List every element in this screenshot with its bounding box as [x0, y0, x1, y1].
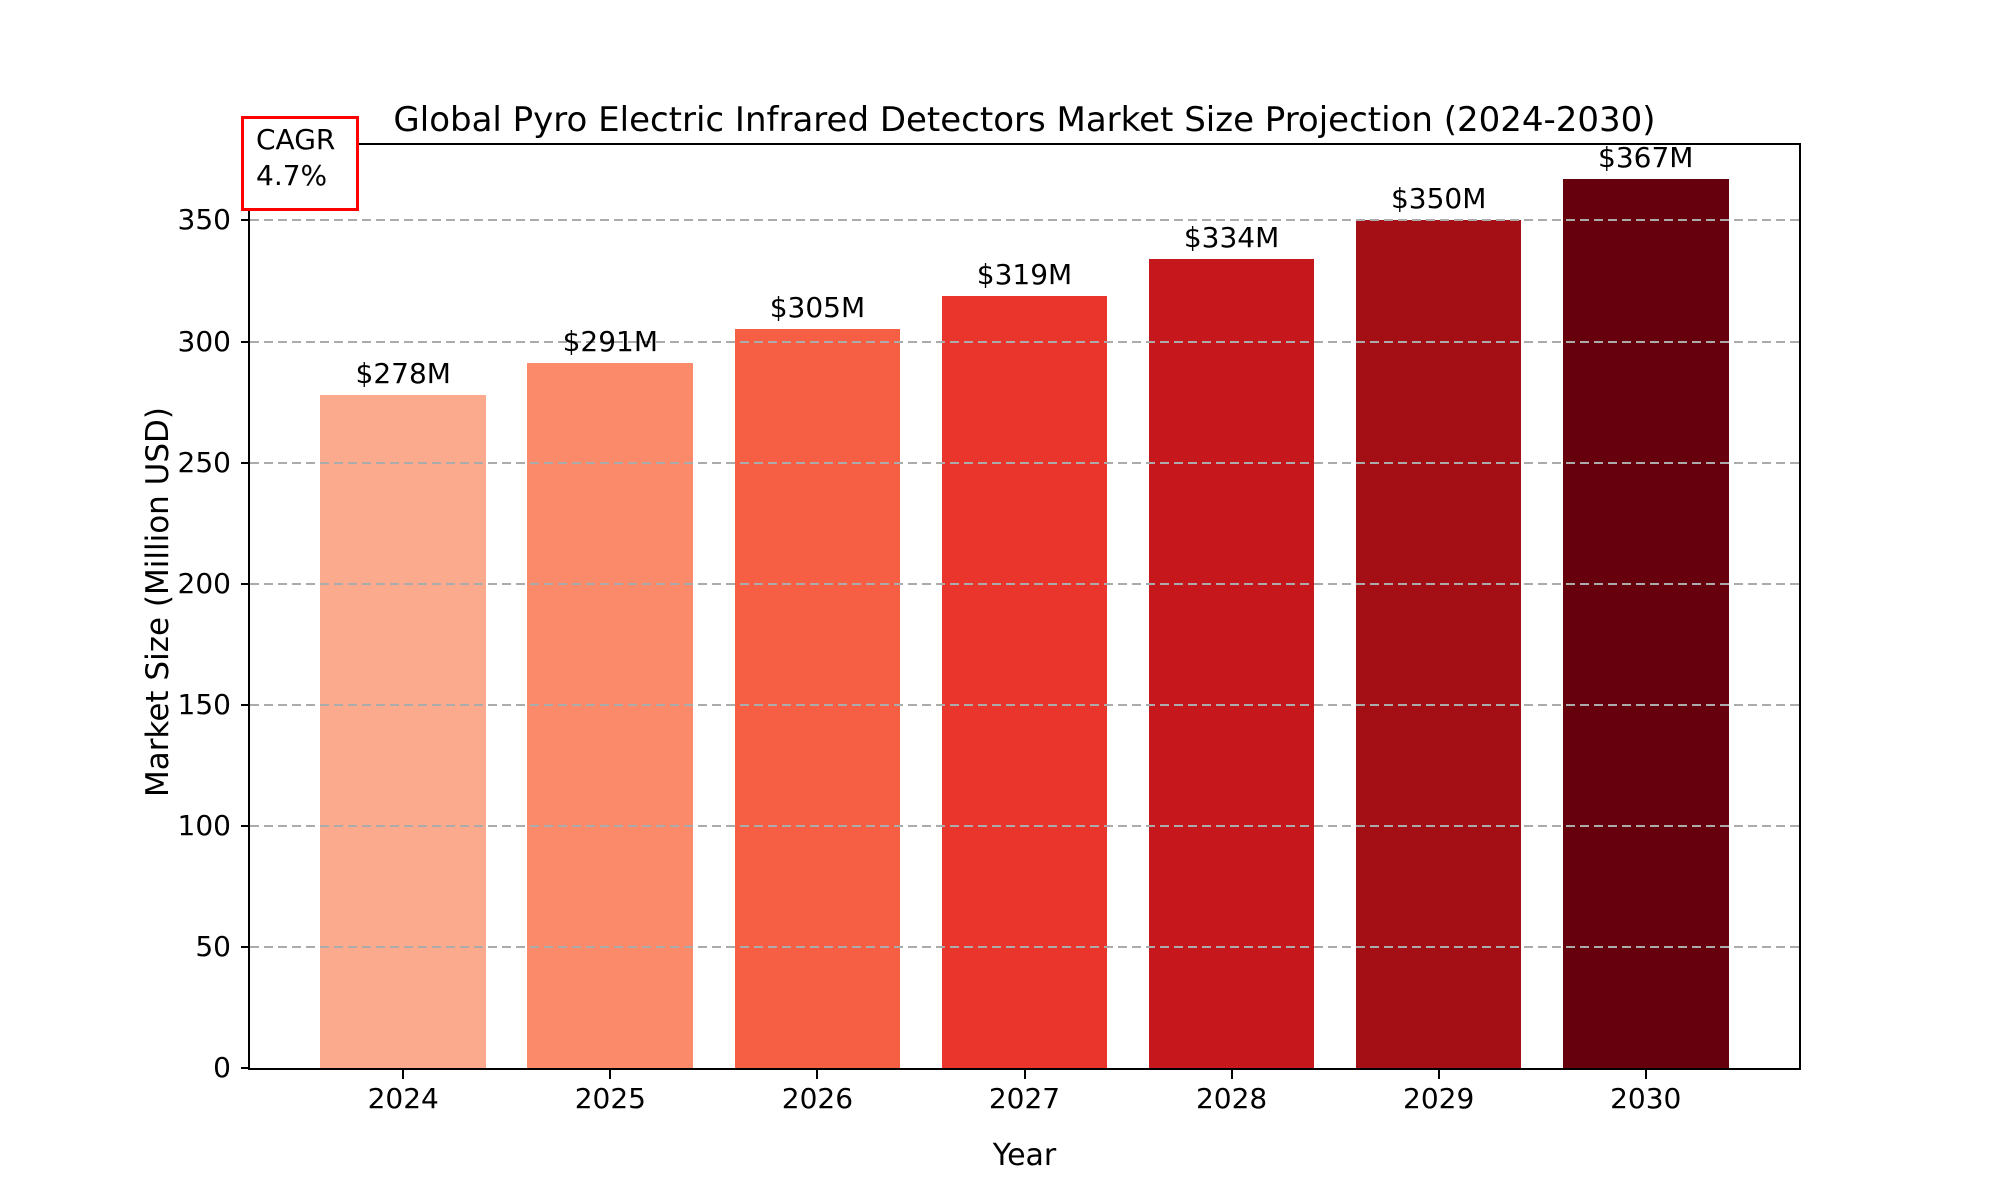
- x-tick-2029: [1437, 1070, 1440, 1079]
- y-tick-150: [241, 703, 250, 706]
- y-tick-label-0: 0: [213, 1051, 231, 1084]
- x-tick-label-2025: 2025: [574, 1082, 646, 1115]
- bar-2028: [1148, 259, 1315, 1068]
- x-tick-label-2027: 2027: [988, 1082, 1061, 1115]
- bar-2024: [320, 394, 487, 1068]
- x-tick-label-2026: 2026: [781, 1082, 854, 1115]
- top-spine: [248, 143, 1801, 145]
- gridline-300: [250, 340, 1799, 343]
- y-tick-label-300: 300: [177, 324, 231, 358]
- cagr-annotation-box: CAGR 4.7%: [241, 116, 359, 211]
- cagr-label: CAGR: [256, 123, 336, 156]
- y-tick-200: [241, 582, 250, 585]
- x-axis-label: Year: [992, 1138, 1057, 1173]
- gridline-50: [250, 945, 1799, 948]
- right-spine: [1799, 143, 1801, 1070]
- y-tick-250: [241, 461, 250, 464]
- y-tick-100: [241, 824, 250, 827]
- bottom-spine: [248, 1068, 1801, 1070]
- x-tick-label-2028: 2028: [1195, 1082, 1268, 1115]
- bar-value-label-2027: $319M: [976, 257, 1073, 291]
- bar-2027: [941, 295, 1108, 1068]
- y-tick-label-350: 350: [177, 203, 231, 237]
- bar-value-label-2025: $291M: [562, 325, 659, 359]
- y-tick-300: [241, 340, 250, 343]
- x-tick-2030: [1644, 1070, 1647, 1079]
- y-tick-50: [241, 945, 250, 948]
- chart-title: Global Pyro Electric Infrared Detectors …: [393, 100, 1656, 140]
- left-spine: [248, 143, 250, 1070]
- bar-2030: [1562, 179, 1729, 1068]
- y-tick-label-200: 200: [177, 566, 231, 600]
- gridline-350: [250, 219, 1799, 222]
- bar-value-label-2028: $334M: [1183, 221, 1280, 255]
- y-tick-label-50: 50: [195, 929, 231, 963]
- bar-2029: [1355, 220, 1522, 1068]
- bar-2025: [527, 363, 694, 1068]
- x-tick-label-2029: 2029: [1403, 1082, 1475, 1115]
- x-tick-label-2024: 2024: [367, 1082, 439, 1115]
- x-tick-label-2030: 2030: [1610, 1082, 1682, 1115]
- bar-value-label-2030: $367M: [1598, 141, 1694, 175]
- bar-2026: [734, 329, 901, 1068]
- plot-area: [250, 143, 1799, 1068]
- gridline-200: [250, 582, 1799, 585]
- x-tick-2026: [816, 1070, 819, 1079]
- bar-value-label-2024: $278M: [355, 356, 451, 390]
- x-tick-2027: [1023, 1070, 1026, 1079]
- y-tick-label-100: 100: [177, 808, 231, 842]
- y-tick-label-150: 150: [177, 687, 231, 721]
- x-tick-2024: [402, 1070, 405, 1079]
- gridline-250: [250, 461, 1799, 464]
- x-tick-2025: [609, 1070, 612, 1079]
- gridline-100: [250, 824, 1799, 827]
- gridline-150: [250, 703, 1799, 706]
- y-tick-label-250: 250: [177, 445, 231, 479]
- cagr-value: 4.7%: [256, 159, 328, 192]
- bar-value-label-2026: $305M: [769, 291, 866, 325]
- y-tick-0: [241, 1067, 250, 1069]
- x-tick-2028: [1230, 1070, 1233, 1079]
- bar-value-label-2029: $350M: [1390, 182, 1487, 216]
- y-tick-350: [241, 219, 250, 222]
